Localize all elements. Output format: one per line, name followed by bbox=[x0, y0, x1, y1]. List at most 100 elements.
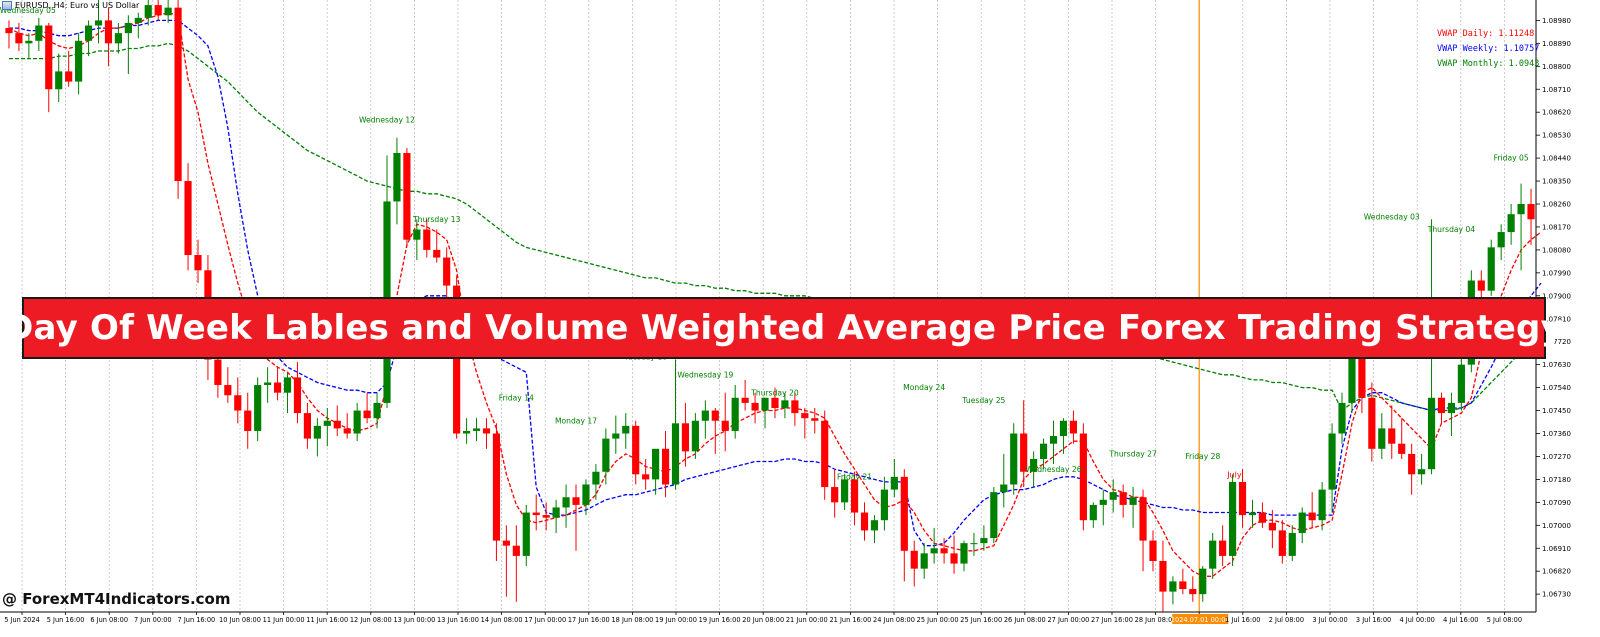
candle-body bbox=[1119, 492, 1127, 505]
candle bbox=[1248, 499, 1257, 528]
candle bbox=[25, 33, 33, 59]
candle-body bbox=[1288, 532, 1296, 556]
day-label: Thursday 04 bbox=[1427, 225, 1476, 234]
candle-body bbox=[1169, 581, 1177, 592]
candle-body bbox=[960, 543, 968, 564]
x-tick-label: 19 Jun 16:00 bbox=[699, 616, 741, 624]
candle-body bbox=[1000, 484, 1008, 493]
y-tick-label: 1.06820 bbox=[1542, 568, 1571, 576]
candle bbox=[532, 494, 540, 531]
candle bbox=[930, 527, 938, 564]
candle bbox=[821, 410, 829, 500]
candle bbox=[303, 402, 311, 449]
candle bbox=[1258, 502, 1267, 528]
candle-body bbox=[214, 359, 222, 386]
candle-body bbox=[1497, 232, 1505, 248]
candle bbox=[174, 0, 182, 199]
candle bbox=[811, 408, 819, 434]
x-tick-label: 1 Jul 16:00 bbox=[1225, 616, 1260, 624]
candle bbox=[254, 377, 262, 442]
candle-body bbox=[831, 487, 839, 503]
candle-body bbox=[84, 25, 93, 41]
candle-body bbox=[751, 402, 759, 411]
candle bbox=[283, 372, 292, 414]
candle-body bbox=[1039, 443, 1048, 459]
candle-body bbox=[602, 438, 610, 472]
day-label: Thursday 27 bbox=[1108, 449, 1157, 458]
candle bbox=[1199, 566, 1207, 602]
x-tick-label: 24 Jun 08:00 bbox=[873, 616, 915, 624]
candle bbox=[980, 525, 988, 551]
candle bbox=[1368, 382, 1376, 462]
candle bbox=[154, 0, 162, 21]
candle bbox=[920, 543, 928, 579]
x-tick-label: 18 Jun 08:00 bbox=[611, 616, 653, 624]
time-axis[interactable]: 5 Jun 2024 5 Jun 16:00 6 Jun 08:00 7 Jun 00… bbox=[0, 611, 1536, 624]
x-tick-label: 11 Jun 16:00 bbox=[306, 616, 348, 624]
candle bbox=[741, 379, 749, 411]
candle bbox=[502, 525, 510, 597]
candle-body bbox=[5, 28, 13, 34]
candle bbox=[542, 502, 550, 531]
candle-body bbox=[1447, 402, 1456, 414]
candle-body bbox=[880, 489, 888, 521]
candle bbox=[701, 400, 709, 439]
y-tick-label: 1.08620 bbox=[1542, 109, 1571, 117]
candle bbox=[35, 17, 43, 51]
y-tick-label: 1.07360 bbox=[1542, 430, 1571, 438]
candle bbox=[1457, 351, 1465, 411]
candle-body bbox=[1049, 436, 1058, 444]
candle-body bbox=[413, 229, 421, 240]
day-of-week-labels: Wednesday 05Thursday 06Friday 07Wednesda… bbox=[0, 6, 1529, 482]
candle bbox=[164, 0, 172, 23]
candle bbox=[661, 430, 670, 498]
x-tick-label: 21 Jun 00:00 bbox=[786, 616, 828, 624]
candle bbox=[343, 413, 351, 439]
candle-body bbox=[1079, 433, 1087, 521]
y-tick-label: 1.08890 bbox=[1542, 40, 1571, 48]
candle-body bbox=[801, 413, 809, 419]
candle-body bbox=[1109, 492, 1117, 500]
candle bbox=[671, 359, 680, 490]
candle-body bbox=[1348, 351, 1356, 403]
candle-body bbox=[1010, 433, 1018, 485]
candle-body bbox=[582, 484, 590, 505]
y-tick-label: 1.08710 bbox=[1542, 86, 1571, 94]
candle-body bbox=[1457, 364, 1465, 403]
candle-body bbox=[681, 423, 690, 452]
y-tick-label: 1.08170 bbox=[1542, 223, 1571, 231]
day-label: Wednesday 19 bbox=[677, 370, 733, 379]
candle-body bbox=[910, 550, 918, 569]
vwap-lines bbox=[8, 12, 1542, 577]
candle bbox=[1209, 532, 1217, 579]
title-banner: Day Of Week Lables and Volume Weighted A… bbox=[5, 297, 1563, 359]
y-tick-label: 1.07720 bbox=[1542, 338, 1571, 346]
candle bbox=[681, 402, 690, 467]
x-tick-label: 5 Jun 2024 bbox=[4, 616, 39, 624]
candle bbox=[323, 408, 331, 447]
candle-body bbox=[443, 257, 451, 286]
candle bbox=[134, 12, 142, 39]
candle-body bbox=[453, 285, 461, 434]
candle bbox=[363, 392, 371, 424]
candle bbox=[144, 0, 152, 26]
candle bbox=[65, 51, 73, 87]
candle-body bbox=[1527, 204, 1535, 220]
candle-body bbox=[1099, 499, 1107, 505]
candle-body bbox=[224, 385, 232, 396]
y-tick-label: 1.08350 bbox=[1542, 178, 1571, 186]
candle-body bbox=[94, 20, 103, 26]
candle bbox=[512, 525, 520, 602]
x-tick-label: 21 Jun 16:00 bbox=[829, 616, 871, 624]
y-tick-label: 1.06910 bbox=[1542, 545, 1571, 553]
day-label: Thursday 13 bbox=[412, 215, 461, 224]
candle bbox=[791, 392, 799, 426]
candle-body bbox=[283, 377, 292, 393]
candle-body bbox=[652, 448, 660, 480]
candle bbox=[801, 408, 809, 439]
y-tick-label: 1.07000 bbox=[1542, 522, 1571, 530]
candle-body bbox=[1507, 214, 1515, 233]
candle bbox=[1497, 224, 1505, 261]
candle bbox=[1378, 413, 1386, 459]
candle bbox=[403, 147, 411, 248]
